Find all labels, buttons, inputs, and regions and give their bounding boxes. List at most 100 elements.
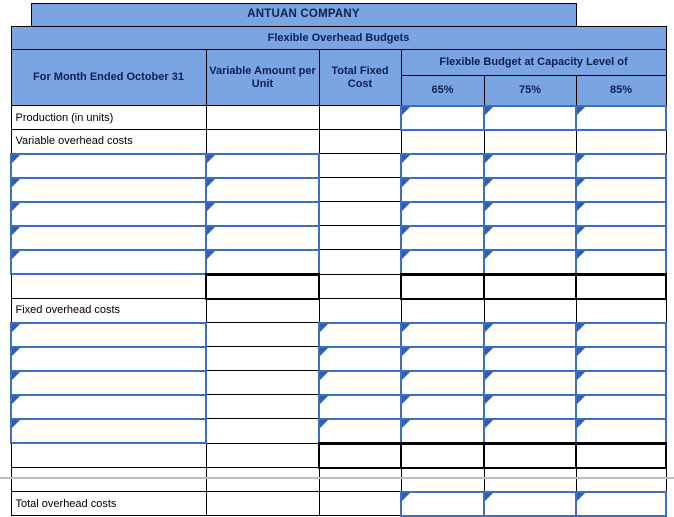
input-marker-icon (578, 179, 586, 187)
input-cell[interactable] (400, 321, 485, 348)
input-cell[interactable] (575, 393, 668, 420)
empty-cell (318, 201, 402, 226)
input-cell[interactable] (482, 224, 578, 251)
header-row-1: For Month Ended October 31 Variable Amou… (10, 49, 667, 106)
input-cell[interactable] (318, 321, 402, 348)
input-cell[interactable] (318, 345, 402, 372)
input-cell[interactable] (482, 321, 578, 348)
variable-input-row (10, 152, 668, 179)
input-cell[interactable] (10, 345, 207, 372)
subtotal-cell (575, 272, 668, 300)
input-cell[interactable] (400, 345, 485, 372)
input-cell[interactable] (10, 417, 207, 444)
input-cell[interactable] (482, 490, 578, 517)
input-marker-icon (403, 420, 410, 428)
input-cell[interactable] (482, 393, 578, 420)
input-marker-icon (13, 372, 20, 380)
input-cell[interactable] (575, 176, 668, 203)
input-cell[interactable] (10, 224, 207, 251)
input-cell[interactable] (400, 393, 485, 420)
input-cell[interactable] (400, 248, 485, 275)
input-cell[interactable] (575, 490, 668, 517)
input-cell[interactable] (205, 224, 320, 251)
input-cell[interactable] (575, 321, 668, 348)
variable-input-row (10, 200, 668, 227)
variable-input-row (10, 248, 668, 275)
empty-cell (205, 467, 320, 492)
empty-cell (318, 105, 402, 130)
fixed-input-row (10, 417, 668, 444)
input-cell[interactable] (10, 248, 207, 275)
top-left-spacer (11, 3, 31, 27)
input-cell[interactable] (205, 176, 320, 203)
empty-cell (400, 467, 485, 492)
input-cell[interactable] (575, 104, 668, 131)
input-cell[interactable] (482, 176, 578, 203)
input-cell[interactable] (10, 321, 207, 348)
input-cell[interactable] (400, 152, 485, 179)
input-cell[interactable] (575, 152, 668, 179)
input-cell[interactable] (400, 417, 485, 444)
input-cell[interactable] (205, 152, 320, 179)
header-row-2: 65% 75% 85% (11, 75, 667, 106)
input-cell[interactable] (400, 200, 485, 227)
empty-cell (400, 298, 485, 323)
input-marker-icon (486, 107, 493, 115)
input-cell[interactable] (400, 224, 485, 251)
input-cell[interactable] (482, 248, 578, 275)
input-cell[interactable] (400, 490, 485, 517)
input-cell[interactable] (10, 200, 207, 227)
input-marker-icon (486, 372, 493, 380)
input-cell[interactable] (575, 200, 668, 227)
input-marker-icon (13, 348, 20, 356)
input-cell[interactable] (575, 369, 668, 396)
input-marker-icon (321, 348, 328, 356)
row-label-variable-section: Variable overhead costs (10, 129, 207, 154)
input-cell[interactable] (482, 200, 578, 227)
input-marker-icon (321, 420, 328, 428)
input-cell[interactable] (10, 176, 207, 203)
input-marker-icon (486, 179, 493, 187)
empty-cell (205, 418, 320, 444)
input-cell[interactable] (400, 369, 485, 396)
input-marker-icon (578, 227, 586, 235)
window-bottom-edge (0, 477, 674, 479)
input-cell[interactable] (205, 200, 320, 227)
input-cell[interactable] (10, 393, 207, 420)
empty-cell (205, 346, 320, 371)
input-cell[interactable] (205, 248, 320, 275)
subtotal-cell (400, 272, 485, 300)
input-cell[interactable] (10, 369, 207, 396)
row-label-production: Production (in units) (10, 105, 207, 130)
input-cell[interactable] (10, 152, 207, 179)
input-cell[interactable] (575, 345, 668, 372)
input-cell[interactable] (575, 224, 668, 251)
input-cell[interactable] (482, 152, 578, 179)
subtotal-cell (482, 272, 578, 300)
input-cell[interactable] (318, 393, 402, 420)
input-cell[interactable] (318, 369, 402, 396)
input-cell[interactable] (400, 176, 485, 203)
input-marker-icon (578, 324, 586, 332)
col-header-total-fixed: Total Fixed Cost (318, 49, 402, 106)
empty-cell (575, 298, 667, 323)
input-cell[interactable] (318, 417, 402, 444)
input-cell[interactable] (400, 104, 485, 131)
flexible-overhead-budget-table: ANTUAN COMPANY Flexible Overhead Budgets… (10, 3, 668, 517)
input-marker-icon (321, 324, 328, 332)
empty-cell (205, 298, 320, 323)
input-marker-icon (208, 203, 215, 211)
input-cell[interactable] (482, 104, 578, 131)
input-marker-icon (403, 179, 410, 187)
input-marker-icon (403, 251, 410, 259)
input-cell[interactable] (482, 345, 578, 372)
subtotal-cell (318, 441, 402, 469)
input-cell[interactable] (482, 369, 578, 396)
input-marker-icon (403, 227, 410, 235)
input-marker-icon (486, 227, 493, 235)
input-cell[interactable] (575, 417, 668, 444)
input-marker-icon (208, 155, 215, 163)
input-cell[interactable] (482, 417, 578, 444)
input-marker-icon (486, 203, 493, 211)
input-cell[interactable] (575, 248, 668, 275)
